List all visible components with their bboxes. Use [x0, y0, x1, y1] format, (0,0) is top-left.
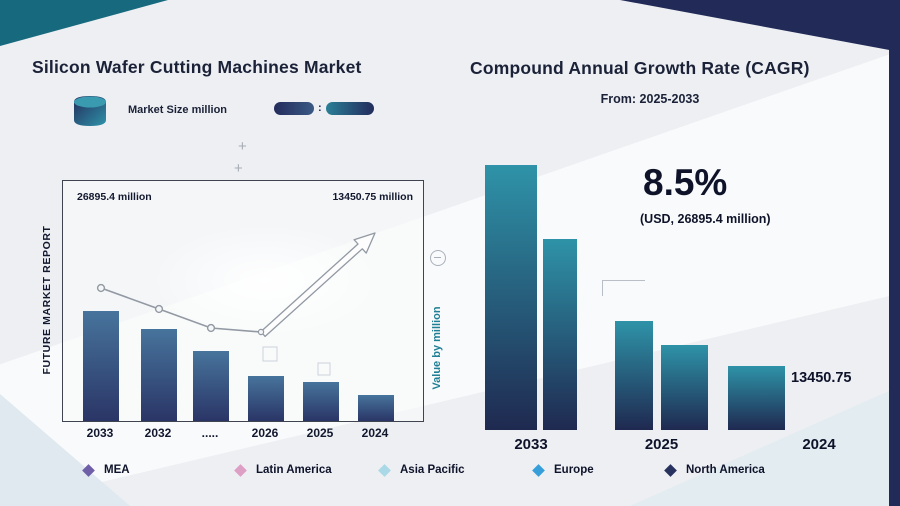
pill-decoration: :: [274, 102, 374, 115]
cagr-title: Compound Annual Growth Rate (CAGR): [470, 58, 810, 78]
legend-diamond-europe: [532, 463, 545, 477]
bar-dots: [193, 351, 229, 421]
market-size-label: Market Size million: [128, 104, 228, 116]
plus-icon: +: [238, 138, 247, 155]
zoom-out-icon: [430, 250, 446, 266]
deco-top-right-band: [620, 0, 900, 52]
market-title: Silicon Wafer Cutting Machines Market: [32, 57, 362, 77]
cagr-value: 8.5%: [643, 162, 728, 203]
cagr-bar-2025-a: [615, 321, 653, 430]
cylinder-icon: [74, 96, 106, 126]
cagr-bar-2025-b: [661, 345, 708, 430]
legend-label-europe: Europe: [554, 464, 594, 476]
plus-icon: +: [234, 160, 243, 177]
market-size-chart: 26895.4 million 13450.75 million: [62, 180, 424, 422]
cagr-label-2033: 2033: [514, 436, 548, 453]
cagr-note: (USD, 26895.4 million): [640, 212, 771, 226]
legend-label-mea: MEA: [104, 464, 130, 476]
legend-item-asia-pacific: Asia Pacific: [378, 463, 465, 477]
bar-2033: [83, 311, 119, 421]
deco-top-left-triangle: [0, 0, 168, 46]
legend-diamond-latin-america: [234, 463, 247, 477]
x-label-2024: 2024: [361, 426, 389, 440]
cagr-bar-2024: [728, 366, 785, 430]
deco-right-edge-strip: [889, 0, 900, 506]
value-annotation-13450: 13450.75: [791, 370, 852, 386]
future-market-report-label: FUTURE MARKET REPORT: [41, 225, 53, 375]
pill-decoration-left: [274, 102, 314, 115]
cagr-label-2024: 2024: [802, 436, 836, 453]
bar-2025: [303, 382, 339, 421]
legend-label-latin-america: Latin America: [256, 464, 332, 476]
legend-item-mea: MEA: [82, 463, 130, 477]
pill-decoration-right: [325, 102, 374, 115]
legend-diamond-mea: [82, 463, 95, 477]
annotation-2033-value: 26895.4 million: [77, 191, 152, 203]
legend-diamond-north-america: [664, 463, 677, 477]
x-label-2032: 2032: [144, 426, 172, 440]
x-label-dots: .....: [201, 426, 219, 440]
legend-item-north-america: North America: [664, 463, 765, 477]
legend-item-latin-america: Latin America: [234, 463, 332, 477]
bracket-decoration: [602, 280, 645, 296]
cagr-bar-2033-a: [485, 165, 537, 430]
cagr-label-2025: 2025: [644, 436, 679, 453]
cagr-subtitle: From: 2025-2033: [600, 92, 700, 106]
legend-label-asia-pacific: Asia Pacific: [400, 464, 465, 476]
x-label-2026: 2026: [251, 426, 279, 440]
bar-2026: [248, 376, 284, 421]
value-by-million-label: Value by million: [431, 306, 443, 390]
annotation-2024-value: 13450.75 million: [332, 191, 413, 203]
legend-label-north-america: North America: [686, 464, 765, 476]
bar-2032: [141, 329, 177, 421]
legend-item-europe: Europe: [532, 463, 594, 477]
x-axis-labels: 2033 2032 ..... 2026 2025 2024: [62, 426, 422, 444]
bar-2024: [358, 395, 394, 421]
pill-colon: :: [318, 102, 322, 114]
legend-diamond-asia-pacific: [378, 463, 391, 477]
x-label-2025: 2025: [306, 426, 334, 440]
cagr-bar-2033-b: [543, 239, 577, 430]
trend-arrow: [96, 232, 376, 376]
x-label-2033: 2033: [86, 426, 114, 440]
